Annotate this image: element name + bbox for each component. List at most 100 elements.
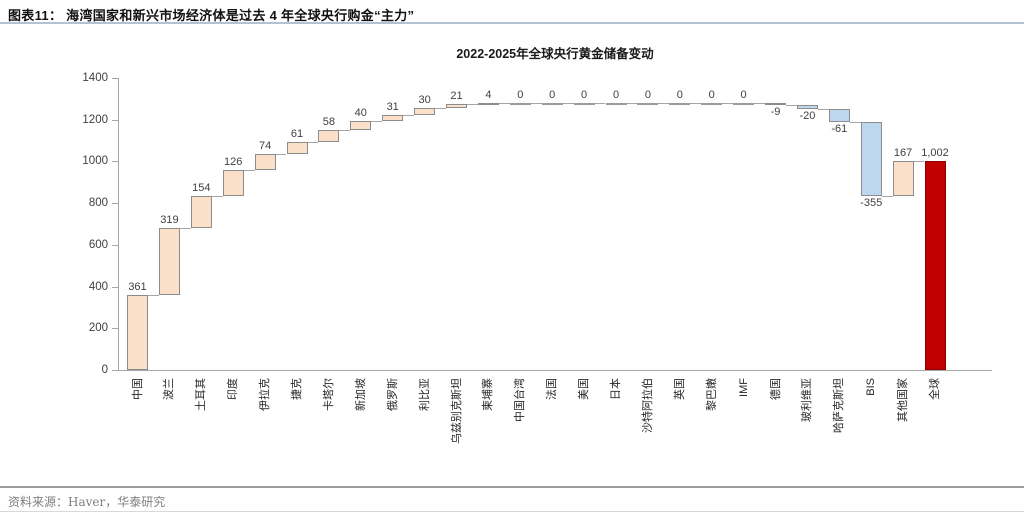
bar-沙特阿拉伯 [637,103,659,106]
bar-美国 [573,103,595,106]
y-tick-label: 1400 [82,72,108,84]
category-label: 美国 [578,378,591,400]
connector-line [562,103,574,105]
connector-line [690,103,702,105]
connector-line [530,103,542,105]
category-label: 其他国家 [897,378,910,422]
y-tick-label: 1000 [82,155,108,168]
value-label: 58 [322,115,336,128]
connector-line [817,109,829,111]
page-edge-line [0,511,1024,512]
bar-其他国家 [892,161,914,197]
value-label: -355 [860,197,883,210]
category-label: 波兰 [163,378,176,400]
category-label: 法国 [546,378,559,400]
bar-土耳其 [190,196,212,229]
bar-哈萨克斯坦 [828,109,850,122]
connector-line [275,154,287,156]
category-label: 伊拉克 [259,378,272,411]
category-label: 卡塔尔 [322,378,335,411]
value-label: 154 [192,182,211,195]
figure-caption: 图表11： 海湾国家和新兴市场经济体是过去 4 年全球央行购金“主力” [8,8,415,23]
connector-line [498,103,510,105]
connector-line [754,103,765,105]
connector-line [339,129,351,131]
value-label: 0 [676,89,683,102]
category-label: 中国 [131,378,144,400]
footer-divider [0,486,1024,488]
bar-利比亚 [414,108,436,115]
bar-日本 [605,103,627,106]
y-tick-label: 600 [88,238,108,251]
y-tick-mark [112,286,118,288]
category-label: 印度 [227,378,240,400]
value-label: -9 [770,106,781,119]
value-label: 1,002 [921,147,949,159]
value-label: 21 [450,90,463,103]
value-label: 61 [290,127,304,140]
y-tick-mark [112,161,118,163]
connector-line [211,196,223,198]
bar-印度 [222,169,244,197]
connector-line [467,104,478,106]
connector-line [435,108,446,110]
connector-line [594,103,606,105]
value-label: 0 [740,89,747,102]
category-label: 柬埔寨 [482,378,495,411]
category-label: 日本 [610,378,622,400]
value-label: 361 [128,280,147,293]
category-label: 黎巴嫩 [705,378,718,411]
connector-line [913,161,925,163]
value-label: 319 [160,214,179,227]
value-label: -61 [831,123,848,135]
bar-法国 [541,103,563,106]
bar-新加坡 [350,121,372,130]
connector-line [243,169,255,171]
y-tick-label: 200 [88,322,108,335]
source-note: 资料来源：Haver，华泰研究 [8,495,166,509]
y-tick-mark [112,370,118,371]
bar-柬埔寨 [477,103,499,106]
y-tick-mark [112,203,118,205]
y-tick-mark [112,244,118,246]
category-label: 俄罗斯 [386,378,399,411]
value-label: 40 [354,107,367,120]
bar-IMF [733,103,755,106]
connector-line [371,121,383,123]
category-label: 玻利维亚 [801,378,814,422]
value-label: 30 [418,94,431,107]
y-tick-mark [112,328,118,330]
connector-line [849,122,861,123]
category-label: 德国 [769,378,782,400]
value-label: 31 [386,100,399,113]
bar-波兰 [158,228,180,295]
category-label: 乌兹别克斯坦 [450,378,463,444]
category-label: 中国台湾 [514,378,527,422]
y-tick-label: 1200 [82,113,108,126]
category-label: 英国 [673,378,686,400]
connector-line [658,103,670,105]
y-tick-label: 400 [88,280,108,293]
category-label: IMF [737,378,750,397]
bar-黎巴嫩 [701,103,723,106]
connector-line [881,196,893,198]
bar-全球 [924,161,946,370]
bar-中国台湾 [509,103,531,106]
bar-卡塔尔 [318,129,340,142]
connector-line [626,103,638,105]
value-label: 126 [224,155,243,168]
bar-德国 [765,103,786,106]
value-label: 0 [517,89,524,102]
connector-line [722,103,734,105]
connector-line [786,105,797,107]
category-label: 利比亚 [418,378,431,411]
bar-俄罗斯 [382,114,404,122]
x-axis-line [118,370,992,371]
connector-line [403,114,415,116]
y-tick-label: 800 [88,197,108,210]
value-label: 0 [612,89,620,102]
bar-BIS [860,122,882,197]
chart-title: 2022-2025年全球央行黄金储备变动 [456,47,654,61]
